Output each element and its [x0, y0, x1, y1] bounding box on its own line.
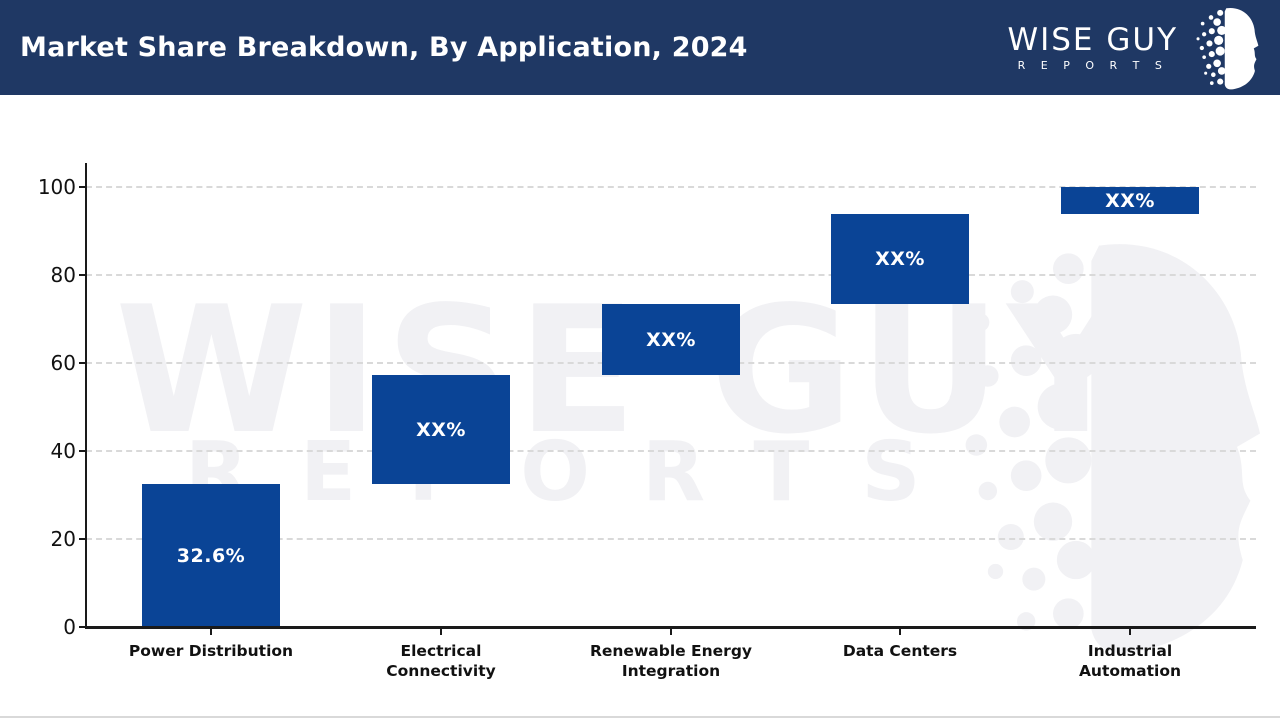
- header-bar: Market Share Breakdown, By Application, …: [0, 0, 1280, 95]
- x-tick-mark: [440, 627, 442, 635]
- bar-value-label: XX%: [646, 328, 696, 351]
- grid-line: [86, 274, 1256, 276]
- waterfall-bar: XX%: [831, 214, 969, 304]
- x-category-label: Renewable Energy Integration: [589, 642, 753, 680]
- x-tick-mark: [1129, 627, 1131, 635]
- y-tick-mark: [79, 274, 86, 276]
- watermark-subtitle: REPORTS: [185, 425, 973, 520]
- x-tick-mark: [670, 627, 672, 635]
- y-axis-line: [85, 163, 87, 627]
- y-tick-label: 20: [50, 527, 76, 551]
- bar-value-label: 32.6%: [176, 544, 246, 567]
- x-category-label: Data Centers: [842, 642, 958, 660]
- chart-area: WISE GUY REPORTS 0 20 40 60 80 100 32.6% Power …: [0, 95, 1280, 720]
- y-tick-mark: [79, 186, 86, 188]
- y-tick-mark: [79, 538, 86, 540]
- y-tick-label: 80: [50, 263, 76, 287]
- x-category-label: Electrical Connectivity: [386, 642, 496, 680]
- bottom-divider: [0, 716, 1280, 718]
- y-tick-label: 40: [50, 439, 76, 463]
- x-category-label: Power Distribution: [128, 642, 294, 660]
- waterfall-bar: XX%: [1061, 187, 1199, 214]
- bar-value-label: XX%: [875, 248, 925, 270]
- y-tick-mark: [79, 450, 86, 452]
- logo-wordmark: WISE GUY: [1007, 22, 1178, 58]
- logo-text: WISE GUY R E P O R T S: [1007, 23, 1178, 72]
- y-tick-mark: [79, 626, 86, 628]
- grid-line: [86, 450, 1256, 452]
- x-tick-mark: [210, 627, 212, 635]
- y-tick-label: 60: [50, 351, 76, 375]
- waterfall-bar: 32.6%: [142, 484, 280, 627]
- chart-title: Market Share Breakdown, By Application, …: [20, 32, 748, 63]
- waterfall-bar: XX%: [602, 304, 740, 375]
- head-silhouette-icon: [1196, 7, 1259, 89]
- y-tick-label: 100: [37, 175, 76, 199]
- grid-line: [86, 186, 1256, 188]
- logo-subtitle: R E P O R T S: [1017, 59, 1168, 72]
- x-tick-mark: [899, 627, 901, 635]
- wise-guy-logo: WISE GUY R E P O R T S: [1007, 6, 1280, 90]
- grid-line: [86, 538, 1256, 540]
- waterfall-bar: XX%: [372, 375, 510, 484]
- bar-value-label: XX%: [416, 418, 466, 441]
- bar-value-label: XX%: [1105, 189, 1155, 212]
- y-tick-label: 0: [63, 615, 76, 639]
- y-tick-mark: [79, 362, 86, 364]
- x-category-label: Industrial Automation: [1078, 642, 1182, 680]
